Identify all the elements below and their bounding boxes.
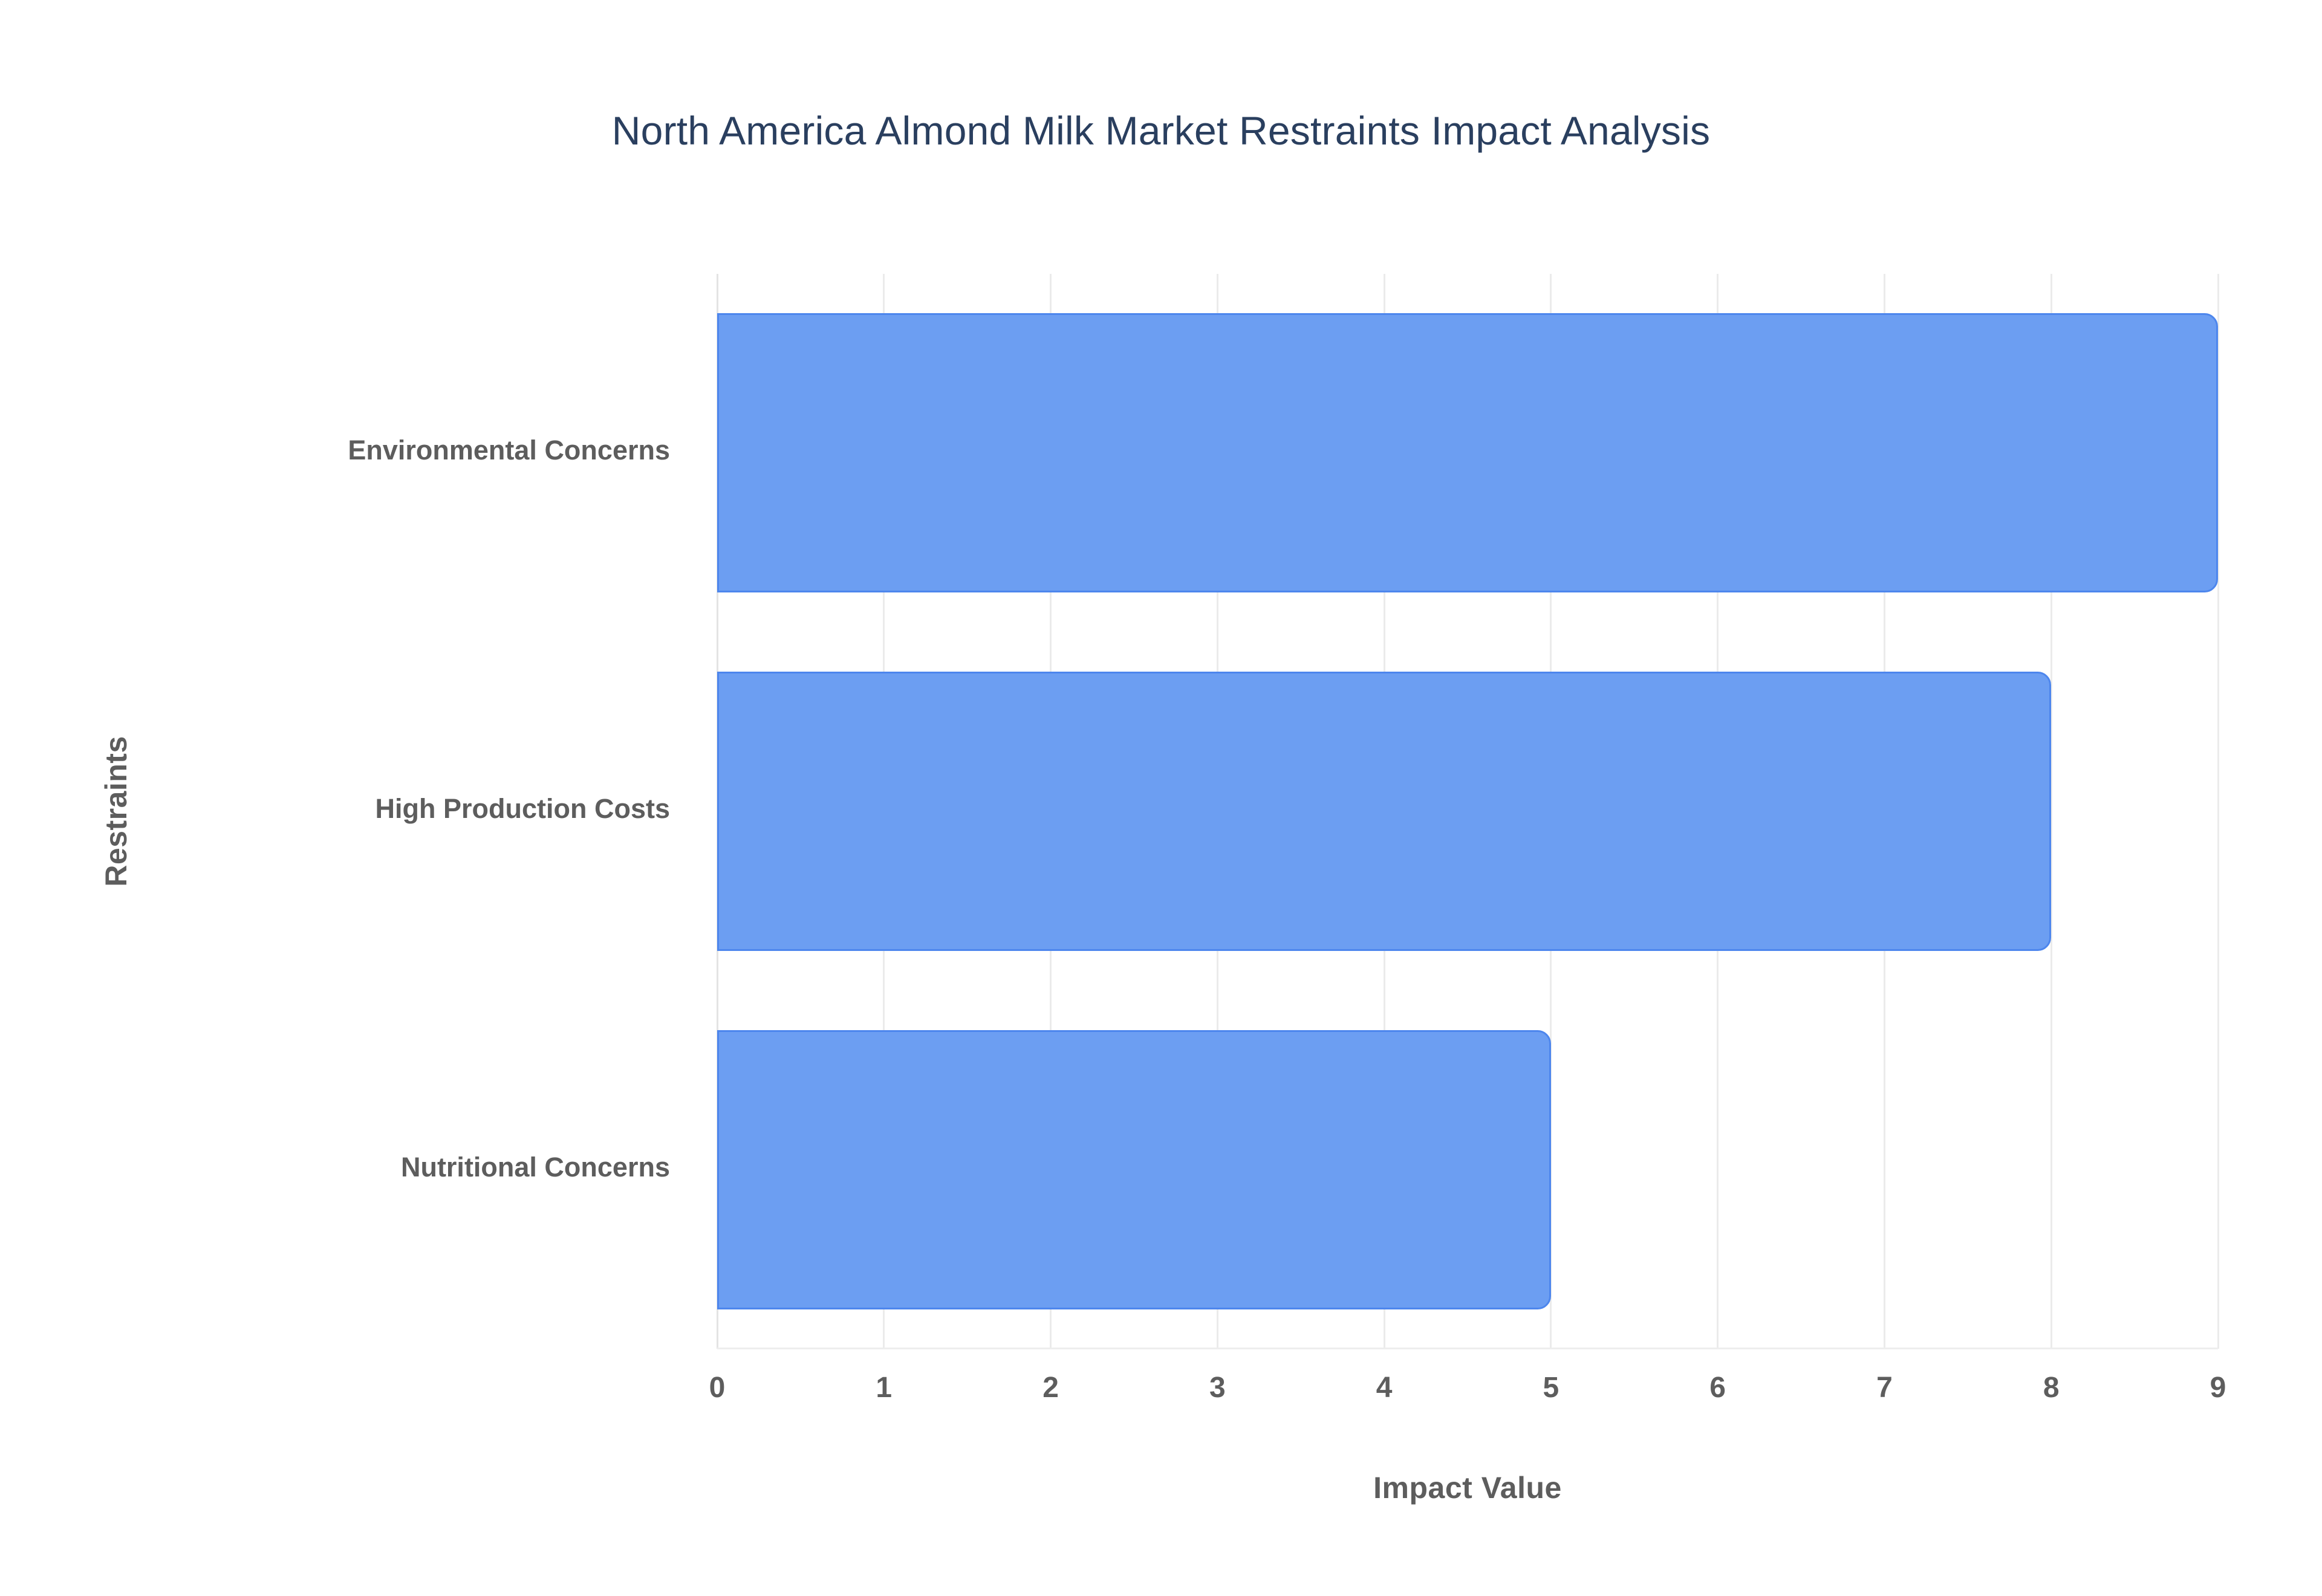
x-tick-label: 0 <box>709 1372 726 1404</box>
x-axis-title: Impact Value <box>1373 1471 1562 1505</box>
y-axis-tick-labels: Environmental Concerns High Production Co… <box>0 0 689 1596</box>
x-gridline <box>2050 274 2052 1349</box>
x-tick-label: 3 <box>1209 1372 1226 1404</box>
bar[interactable] <box>717 671 2052 952</box>
x-axis-baseline <box>717 1348 2218 1349</box>
bar[interactable] <box>717 1030 1551 1309</box>
y-tick-label: Environmental Concerns <box>348 435 670 466</box>
plot-area <box>716 274 2219 1349</box>
x-tick-label: 4 <box>1376 1372 1393 1404</box>
y-axis-title: Restraints <box>99 736 133 887</box>
bar[interactable] <box>717 313 2218 593</box>
x-tick-label: 9 <box>2210 1372 2226 1404</box>
x-tick-label: 8 <box>2043 1372 2060 1404</box>
x-tick-label: 5 <box>1543 1372 1559 1404</box>
y-tick-label: Nutritional Concerns <box>400 1151 670 1182</box>
x-tick-label: 2 <box>1042 1372 1059 1404</box>
x-tick-label: 7 <box>1876 1372 1893 1404</box>
x-tick-label: 1 <box>876 1372 893 1404</box>
x-gridline <box>2217 274 2219 1349</box>
chart-title: North America Almond Milk Market Restrai… <box>611 108 1711 153</box>
y-tick-label: High Production Costs <box>375 793 671 824</box>
x-tick-label: 6 <box>1709 1372 1726 1404</box>
